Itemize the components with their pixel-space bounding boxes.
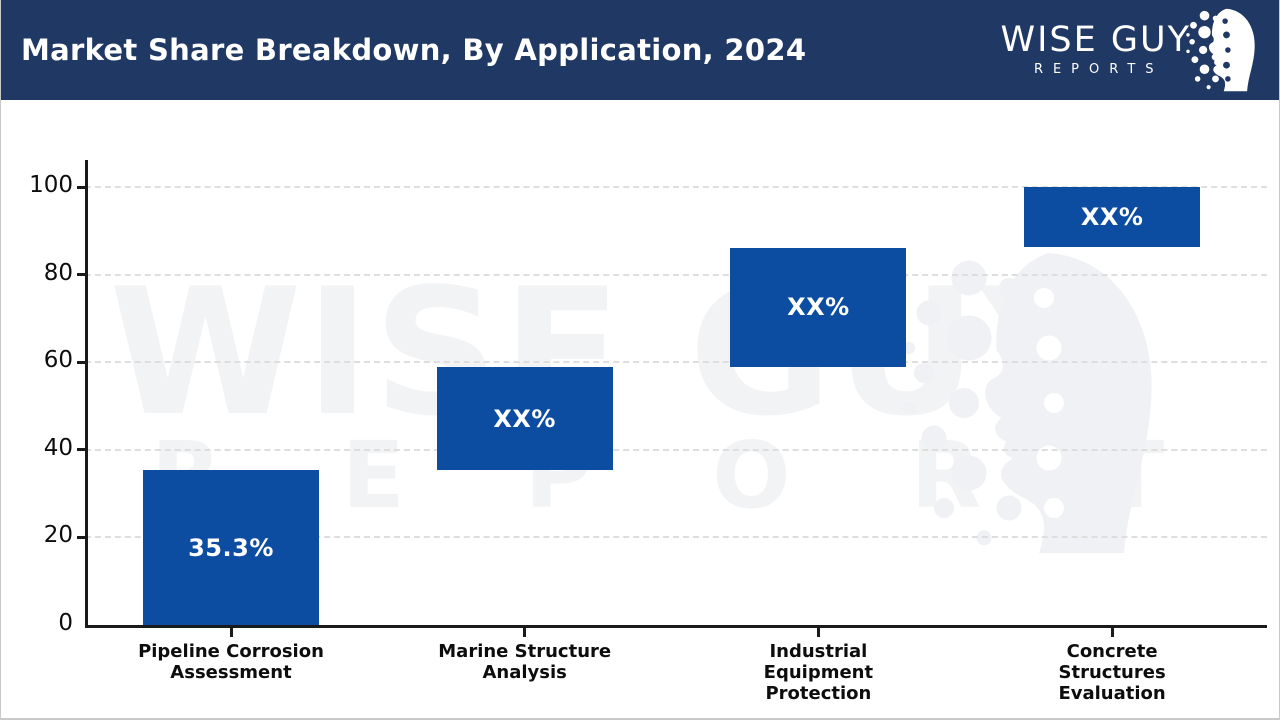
logo-head-icon [1186, 8, 1255, 92]
logo-reports-label: REPORTS [1033, 62, 1164, 77]
logo-text: WISE GUY REPORTS [1000, 20, 1191, 78]
y-axis [85, 160, 88, 628]
wise-guy-reports-logo: WISE GUY REPORTS [1000, 6, 1279, 94]
header-bar: Market Share Breakdown, By Application, … [1, 0, 1279, 100]
bar-1: 35.3% [143, 470, 319, 625]
x-axis [85, 625, 1267, 628]
category-label-2: Marine Structure Analysis [438, 641, 612, 683]
gridline-100 [85, 186, 1267, 188]
gridline-40 [85, 448, 1267, 451]
x-tick-2 [523, 628, 527, 637]
bar-value-label-4: XX% [1080, 203, 1144, 231]
x-tick-1 [229, 628, 233, 637]
bar-value-label-1: 35.3% [188, 533, 274, 562]
gridline-20 [85, 536, 1267, 539]
logo-wiseguy-label: WISE GUY [1000, 20, 1191, 60]
bar-value-label-2: XX% [493, 404, 556, 433]
y-tick-label-0: 0 [58, 610, 73, 636]
y-tick-80 [77, 273, 85, 277]
y-tick-label-40: 40 [43, 434, 73, 461]
y-tick-20 [77, 535, 85, 539]
category-label-1: Pipeline Corrosion Assessment [138, 641, 324, 683]
x-tick-3 [816, 628, 820, 637]
bar-3: XX% [730, 247, 907, 367]
bar-4: XX% [1024, 187, 1201, 247]
gridline-80 [85, 273, 1267, 276]
category-label-4: Concrete Structures Evaluation [1058, 641, 1166, 704]
y-tick-60 [77, 360, 85, 364]
y-tick-40 [77, 448, 85, 452]
y-tick-label-60: 60 [43, 347, 73, 374]
category-label-3: Industrial Equipment Protection [763, 641, 874, 704]
page-title: Market Share Breakdown, By Application, … [21, 33, 807, 67]
y-tick-label-80: 80 [43, 259, 73, 286]
y-tick-label-100: 100 [29, 172, 73, 198]
gridline-60 [85, 361, 1267, 364]
watermark-head-icon [902, 253, 1152, 553]
bar-2: XX% [436, 367, 613, 471]
y-tick-label-20: 20 [43, 522, 73, 549]
y-tick-100 [77, 185, 85, 189]
x-tick-4 [1110, 628, 1114, 637]
bar-value-label-3: XX% [787, 293, 850, 322]
